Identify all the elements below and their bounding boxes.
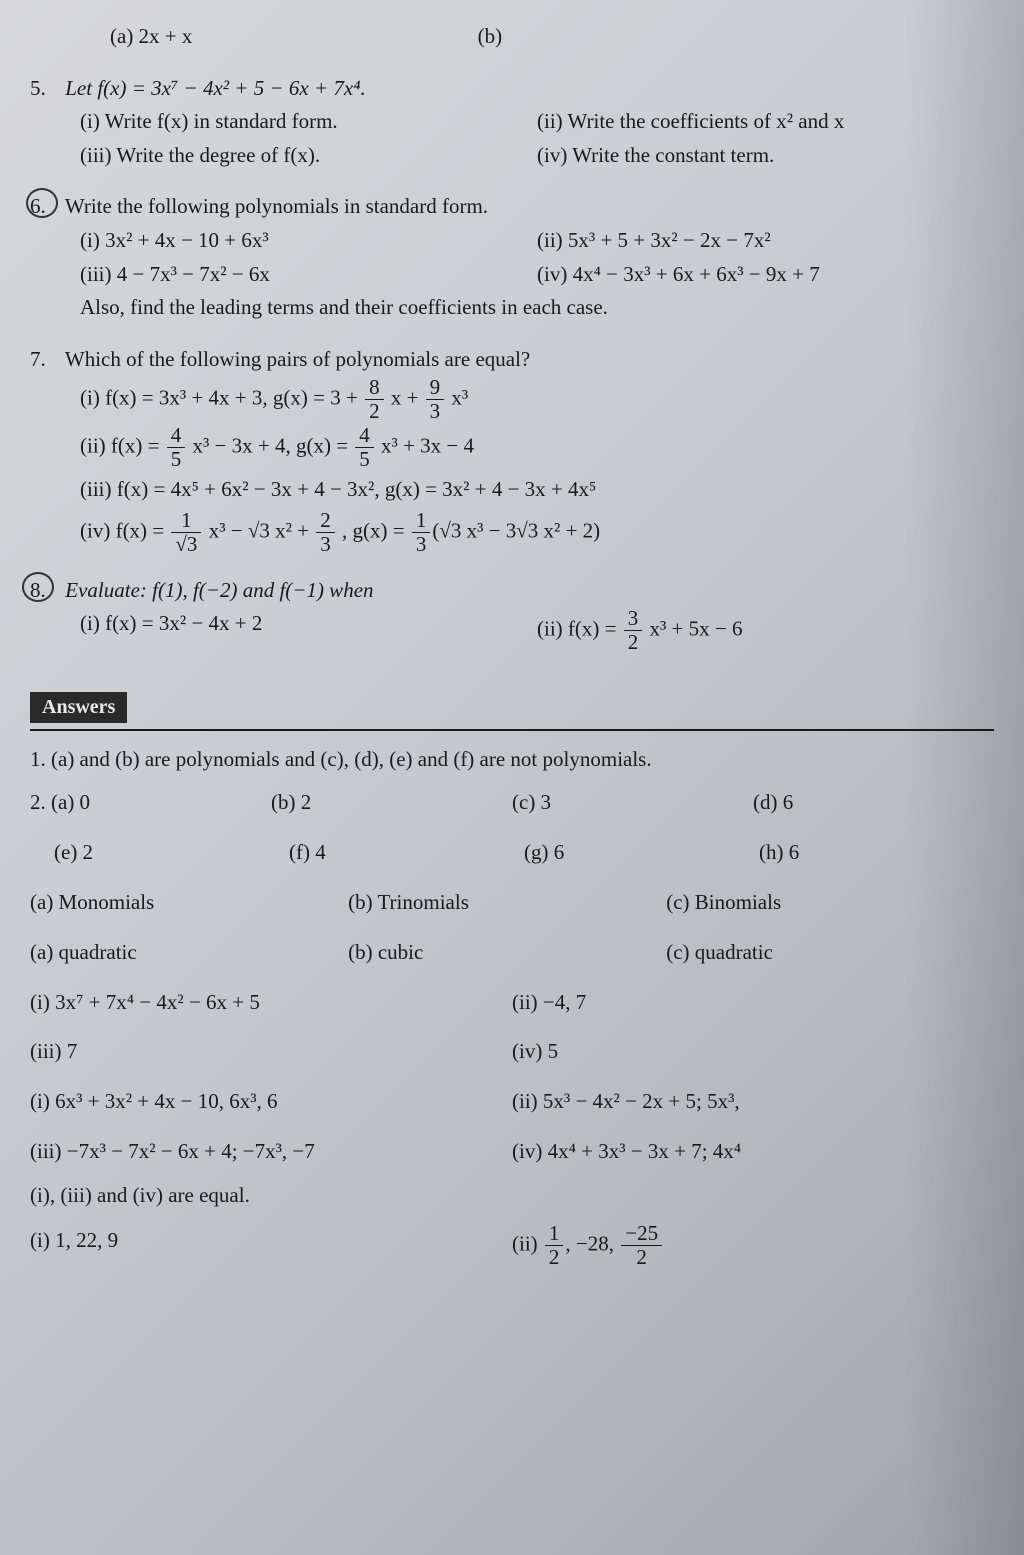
q8-i: (i) f(x) = 3x² − 4x + 2 [80, 607, 537, 654]
q6-i: (i) 3x² + 4x − 10 + 6x³ [80, 224, 537, 258]
question-7: 7. Which of the following pairs of polyn… [30, 343, 994, 556]
q6-iii: (iii) 4 − 7x³ − 7x² − 6x [80, 258, 537, 292]
partial-b: (b) [478, 24, 503, 48]
q7-iii: (iii) f(x) = 4x⁵ + 6x² − 3x + 4 − 3x², g… [80, 471, 994, 509]
question-8: 8. Evaluate: f(1), f(−2) and f(−1) when … [30, 574, 994, 655]
q8-main: Evaluate: f(1), f(−2) and f(−1) when [65, 578, 373, 602]
ans-6-row2: (iii) −7x³ − 7x² − 6x + 4; −7x³, −7 (iv)… [30, 1133, 994, 1171]
question-6: 6. Write the following polynomials in st… [30, 190, 994, 324]
q7-main: Which of the following pairs of polynomi… [65, 347, 530, 371]
q5-i: (i) Write f(x) in standard form. [80, 105, 537, 139]
q7-i: (i) f(x) = 3x³ + 4x + 3, g(x) = 3 + 82 x… [80, 376, 994, 423]
q5-iv: (iv) Write the constant term. [537, 139, 994, 173]
ans-3: (a) Monomials (b) Trinomials (c) Binomia… [30, 884, 994, 922]
q8-number: 8. [30, 574, 60, 608]
q7-ii: (ii) f(x) = 45 x³ − 3x + 4, g(x) = 45 x³… [80, 424, 994, 471]
q6-ii: (ii) 5x³ + 5 + 3x² − 2x − 7x² [537, 224, 994, 258]
q5-ii: (ii) Write the coefficients of x² and x [537, 105, 994, 139]
answers-label: Answers [30, 692, 127, 723]
q5-main: Let f(x) = 3x⁷ − 4x² + 5 − 6x + 7x⁴. [65, 76, 366, 100]
q7-iv: (iv) f(x) = 1√3 x³ − √3 x² + 23 , g(x) =… [80, 509, 994, 556]
q6-main: Write the following polynomials in stand… [65, 194, 488, 218]
partial-top-row: (a) 2x + x (b) [110, 20, 994, 54]
answers-section: Answers 1. (a) and (b) are polynomials a… [30, 672, 994, 1269]
ans-5-row2: (iii) 7 (iv) 5 [30, 1033, 994, 1071]
ans-4: (a) quadratic (b) cubic (c) quadratic [30, 934, 994, 972]
q6-number: 6. [30, 190, 60, 224]
ans-2-row1: 2. (a) 0 (b) 2 (c) 3 (d) 6 [30, 784, 994, 822]
question-5: 5. Let f(x) = 3x⁷ − 4x² + 5 − 6x + 7x⁴. … [30, 72, 994, 173]
q5-number: 5. [30, 72, 60, 106]
partial-a: (a) 2x + x [110, 24, 192, 48]
ans-2-row2: (e) 2 (f) 4 (g) 6 (h) 6 [54, 834, 994, 872]
ans-5-row1: (i) 3x⁷ + 7x⁴ − 4x² − 6x + 5 (ii) −4, 7 [30, 984, 994, 1022]
answers-rule [30, 729, 994, 731]
ans-6-row1: (i) 6x³ + 3x² + 4x − 10, 6x³, 6 (ii) 5x³… [30, 1083, 994, 1121]
ans-7: (i), (iii) and (iv) are equal. [30, 1183, 994, 1208]
ans-8-ii: (ii) 12, −28, −252 [512, 1222, 994, 1269]
q5-iii: (iii) Write the degree of f(x). [80, 139, 537, 173]
q7-number: 7. [30, 343, 60, 377]
q8-ii: (ii) f(x) = 32 x³ + 5x − 6 [537, 607, 994, 654]
q6-iv: (iv) 4x⁴ − 3x³ + 6x + 6x³ − 9x + 7 [537, 258, 994, 292]
ans-1: 1. (a) and (b) are polynomials and (c), … [30, 747, 994, 772]
ans-8: (i) 1, 22, 9 (ii) 12, −28, −252 [30, 1222, 994, 1269]
q6-also: Also, find the leading terms and their c… [80, 291, 994, 325]
